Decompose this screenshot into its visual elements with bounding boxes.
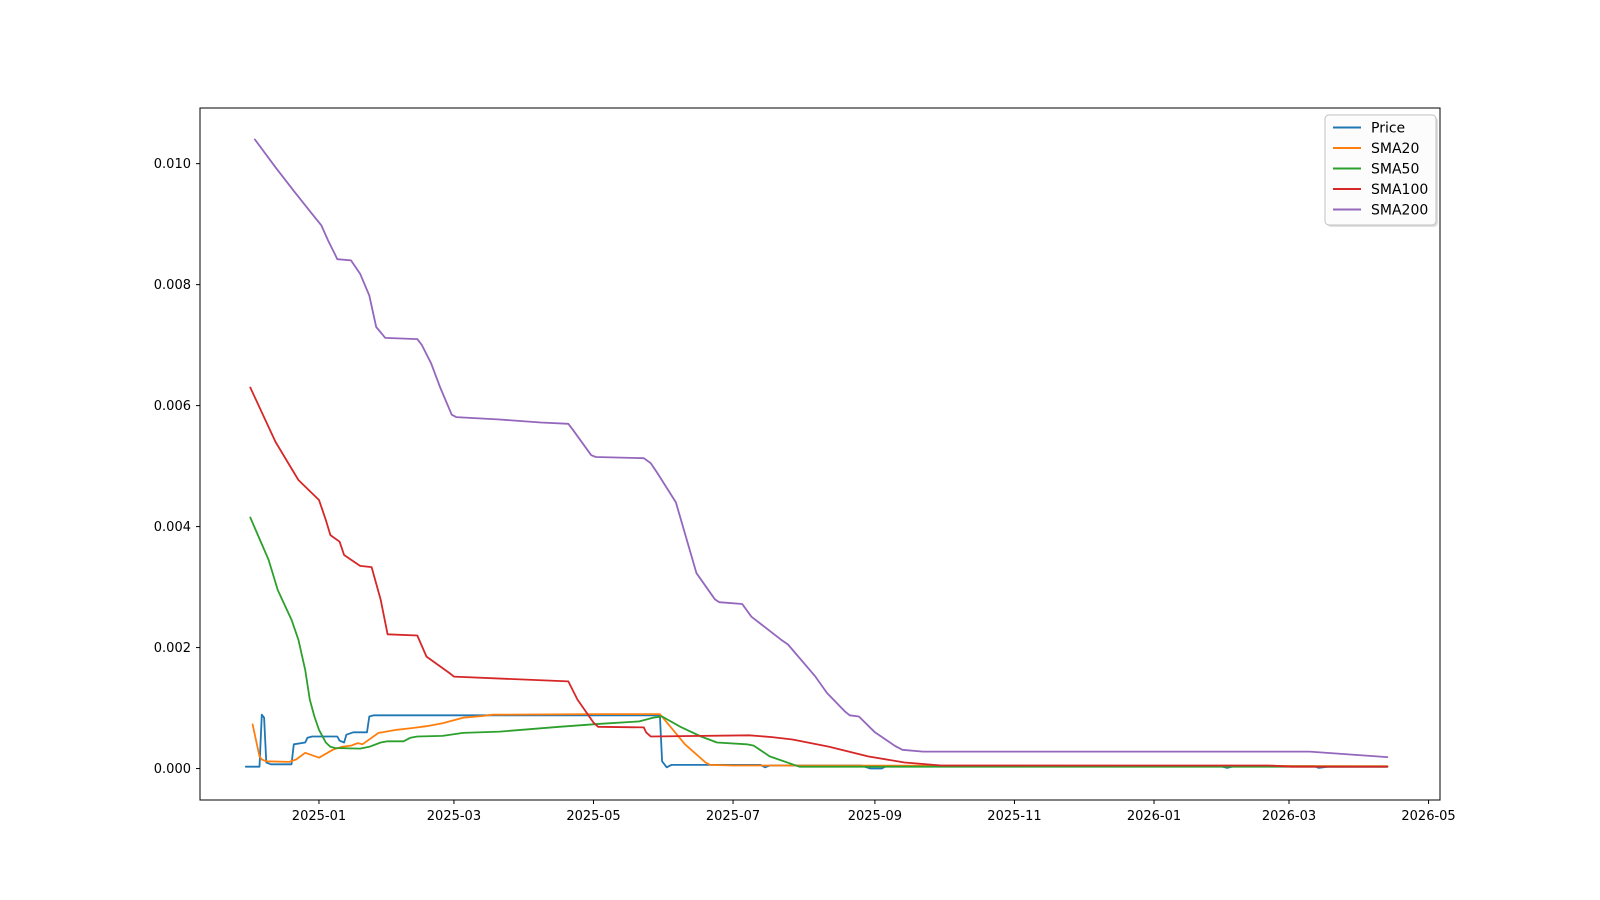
legend-label-sma50: SMA50 — [1371, 162, 1419, 178]
y-tick-label: 0.008 — [154, 278, 191, 293]
legend-label-price: Price — [1371, 121, 1405, 137]
y-tick-label: 0.000 — [154, 762, 191, 777]
y-tick-label: 0.010 — [154, 157, 191, 172]
y-axis: 0.000 0.002 0.004 0.006 0.008 0.010 — [154, 157, 200, 777]
x-tick-label: 2026-01 — [1127, 809, 1181, 824]
y-tick-label: 0.004 — [154, 520, 191, 535]
legend: Price SMA20 SMA50 SMA100 SMA200 — [1324, 114, 1438, 227]
legend-label-sma200: SMA200 — [1371, 203, 1428, 219]
x-tick-label: 2026-05 — [1401, 809, 1455, 824]
x-tick-label: 2025-05 — [566, 809, 620, 824]
series-line-sma100 — [249, 386, 1389, 768]
x-tick-label: 2025-07 — [706, 809, 760, 824]
legend-box — [1324, 114, 1437, 226]
x-tick-label: 2025-01 — [292, 809, 346, 824]
y-tick-label: 0.002 — [154, 641, 191, 656]
x-axis: 2025-01 2025-03 2025-05 2025-07 2025-09 2025-… — [292, 800, 1456, 824]
series-line-price — [244, 713, 1389, 770]
x-tick-label: 2025-09 — [848, 809, 902, 824]
series-line-sma50 — [249, 516, 1389, 768]
x-tick-label: 2026-03 — [1262, 809, 1316, 824]
y-tick-label: 0.006 — [154, 399, 191, 414]
series-line-sma20 — [251, 713, 1389, 767]
legend-label-sma20: SMA20 — [1371, 141, 1419, 157]
x-tick-label: 2025-11 — [987, 809, 1041, 824]
legend-label-sma100: SMA100 — [1371, 182, 1428, 198]
series-line-sma200 — [253, 138, 1389, 758]
x-tick-label: 2025-03 — [427, 809, 481, 824]
plot-area — [199, 107, 1441, 801]
axes-spines — [199, 107, 1441, 801]
